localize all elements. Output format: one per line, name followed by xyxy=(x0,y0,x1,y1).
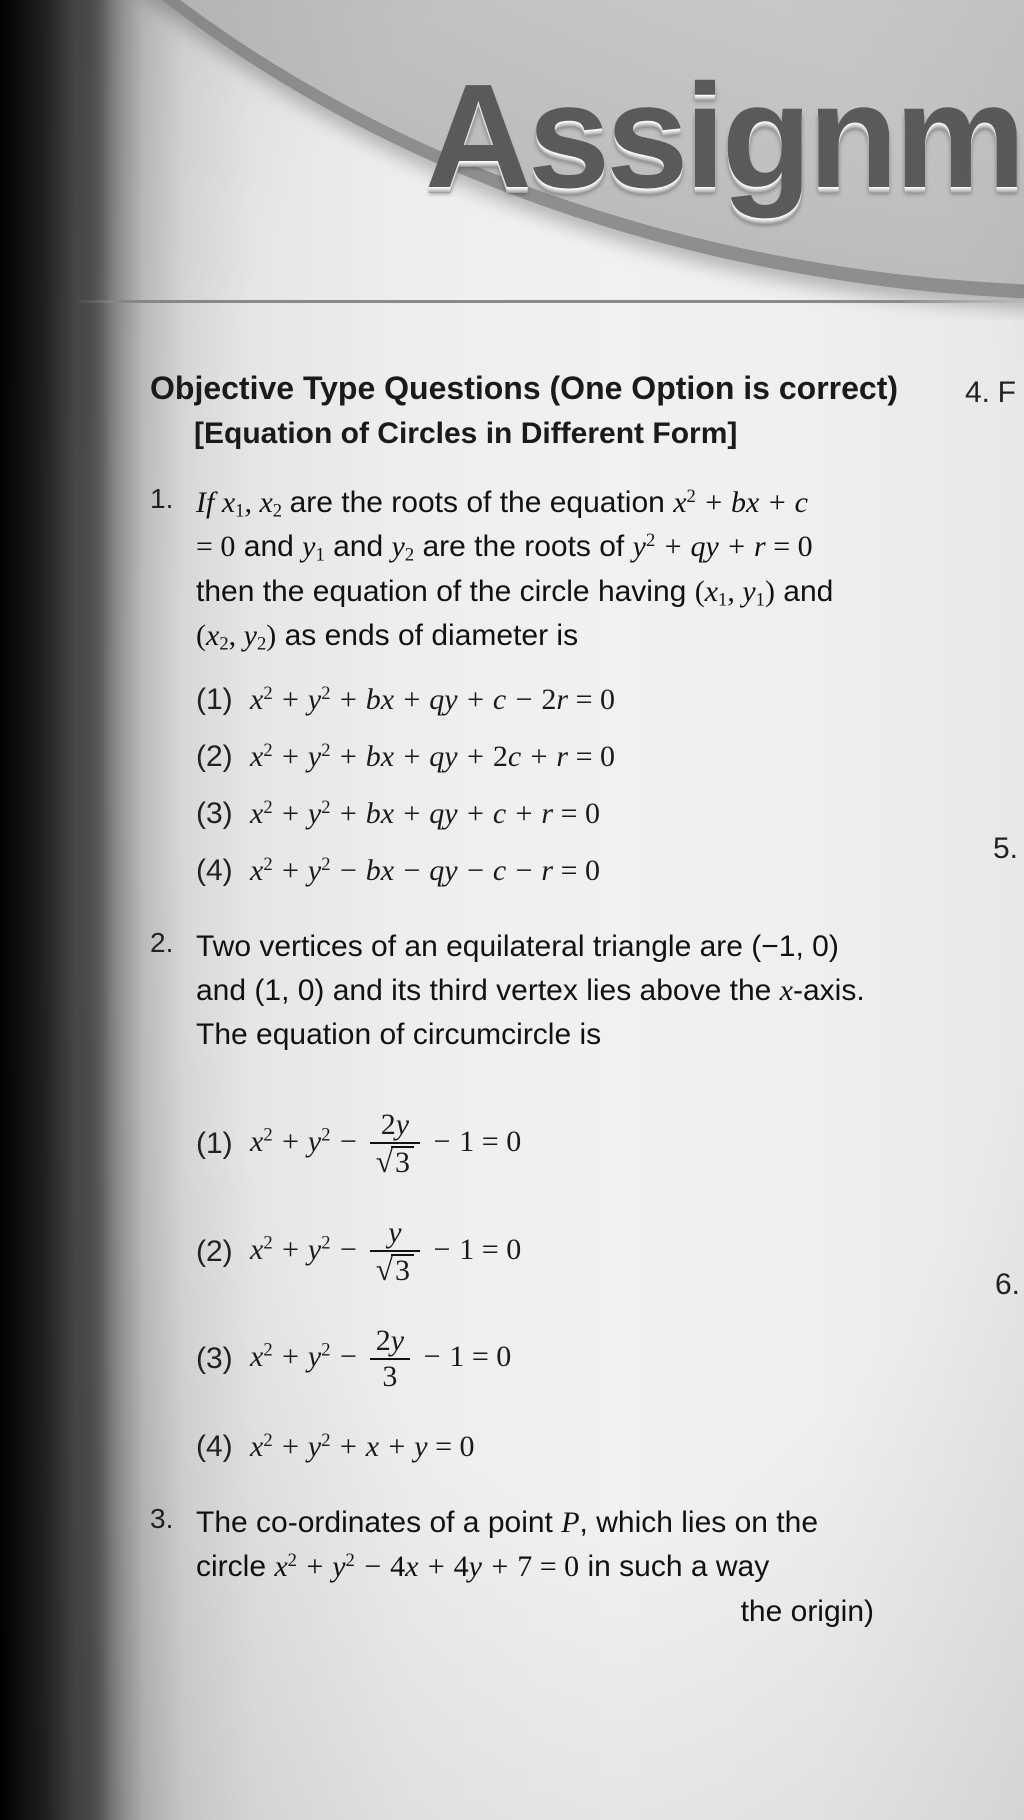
q1-opt3-label: (3) xyxy=(196,785,250,842)
question-3-P: P xyxy=(561,1506,579,1539)
q1-opt2-expr: x2 + y2 + bx + qy + 2c + r = 0 xyxy=(250,728,994,785)
section-heading: Objective Type Questions (One Option is … xyxy=(150,370,994,407)
q2-opt1-label: (1) xyxy=(196,1115,250,1172)
q2-opt2-label: (2) xyxy=(196,1223,250,1280)
question-2-options: (1) x2 + y2 − 2y √3 − 1 = 0 (2) x2 + y2 … xyxy=(196,1070,994,1475)
q1-option-1: (1) x2 + y2 + bx + qy + c − 2r = 0 xyxy=(196,671,994,728)
question-3-number: 3. xyxy=(150,1501,196,1634)
q2-opt3-expr: x2 + y2 − 2y 3 − 1 = 0 xyxy=(250,1326,994,1392)
q1-opt1-expr: x2 + y2 + bx + qy + c − 2r = 0 xyxy=(250,671,994,728)
q1-opt4-label: (4) xyxy=(196,842,250,899)
q2-option-4: (4) x2 + y2 + x + y = 0 xyxy=(196,1418,994,1475)
section-subheading: [Equation of Circles in Different Form] xyxy=(194,417,994,451)
q2-opt4-expr: x2 + y2 + x + y = 0 xyxy=(250,1418,994,1475)
question-3-line2b: in such a way xyxy=(587,1550,769,1583)
q1-option-3: (3) x2 + y2 + bx + qy + c + r = 0 xyxy=(196,785,994,842)
q2-opt2-den: 3 xyxy=(391,1254,414,1286)
question-1-line2c: and xyxy=(333,530,391,563)
question-1-options: (1) x2 + y2 + bx + qy + c − 2r = 0 (2) x… xyxy=(196,671,994,899)
question-1-number: 1. xyxy=(150,481,196,659)
question-1-line1b: are the roots of the equation xyxy=(290,486,674,519)
q2-option-3: (3) x2 + y2 − 2y 3 − 1 = 0 xyxy=(196,1326,994,1392)
question-3-body: The co-ordinates of a point P, which lie… xyxy=(196,1501,994,1634)
question-2-line2b: -axis. xyxy=(793,974,865,1007)
q2-option-1: (1) x2 + y2 − 2y √3 − 1 = 0 xyxy=(196,1110,994,1178)
side-number-4-suffix: F xyxy=(998,376,1016,410)
q2-opt2-expr: x2 + y2 − y √3 − 1 = 0 xyxy=(250,1218,994,1286)
question-1-y1: y1 xyxy=(302,530,325,563)
question-3-fragment: the origin) xyxy=(741,1590,994,1634)
page: Assignm is 4. F 5. 6. Objective Type Que… xyxy=(0,0,1024,1820)
question-2-number: 2. xyxy=(150,925,196,1058)
question-1-line2a: = 0 xyxy=(196,530,235,563)
q1-option-4: (4) x2 + y2 − bx − qy − c − r = 0 xyxy=(196,842,994,899)
q2-opt3-den: 3 xyxy=(370,1360,410,1392)
q2-opt1-expr: x2 + y2 − 2y √3 − 1 = 0 xyxy=(250,1110,994,1178)
question-1-line1: If x1, x2 xyxy=(196,486,290,519)
question-1-eq2: y2 + qy + r = 0 xyxy=(633,530,813,563)
question-2: 2. Two vertices of an equilateral triang… xyxy=(150,925,994,1058)
question-1-line3a: then the equation of the circle having xyxy=(196,575,695,608)
q2-option-2: (2) x2 + y2 − y √3 − 1 = 0 xyxy=(196,1218,994,1286)
q1-opt3-expr: x2 + y2 + bx + qy + c + r = 0 xyxy=(250,785,994,842)
question-1-line4: as ends of diameter is xyxy=(285,619,578,652)
question-2-body: Two vertices of an equilateral triangle … xyxy=(196,925,994,1058)
q1-opt1-label: (1) xyxy=(196,671,250,728)
question-1-body: If x1, x2 are the roots of the equation … xyxy=(196,481,994,659)
question-1-pt2: (x2, y2) xyxy=(196,619,276,652)
header-separator xyxy=(0,300,1024,303)
question-3-line1b: , which lies on the xyxy=(580,1506,818,1539)
q1-option-2: (2) x2 + y2 + bx + qy + 2c + r = 0 xyxy=(196,728,994,785)
question-1-eq1: x2 + bx + c xyxy=(673,486,808,519)
question-1-pt1: (x1, y1) xyxy=(695,575,775,608)
question-3-eq: x2 + y2 − 4x + 4y + 7 = 0 xyxy=(274,1550,579,1583)
question-2-line3: The equation of circumcircle is xyxy=(196,1018,601,1051)
question-2-line1: Two vertices of an equilateral triangle … xyxy=(196,930,839,963)
question-3-line2a: circle xyxy=(196,1550,274,1583)
side-number-5: 5. xyxy=(993,832,1018,866)
question-1-y2: y2 xyxy=(392,530,415,563)
question-3: 3. The co-ordinates of a point P, which … xyxy=(150,1501,994,1634)
q2-opt4-label: (4) xyxy=(196,1418,250,1475)
question-1-line2b: and xyxy=(244,530,302,563)
margin-tab: is xyxy=(0,360,60,414)
q1-opt4-expr: x2 + y2 − bx − qy − c − r = 0 xyxy=(250,842,994,899)
page-title: Assignm xyxy=(425,52,1022,222)
page-header: Assignm xyxy=(0,0,1024,320)
q2-opt3-label: (3) xyxy=(196,1330,250,1387)
q1-opt2-label: (2) xyxy=(196,728,250,785)
question-1-line2d: are the roots of xyxy=(422,530,632,563)
question-2-xaxis: x xyxy=(780,974,793,1007)
question-1-line3b: and xyxy=(783,575,833,608)
q2-opt1-den: 3 xyxy=(391,1146,414,1178)
question-3-line1a: The co-ordinates of a point xyxy=(196,1506,561,1539)
content-area: Objective Type Questions (One Option is … xyxy=(150,370,994,1634)
question-1: 1. If x1, x2 are the roots of the equati… xyxy=(150,481,994,659)
side-number-6: 6. xyxy=(995,1268,1020,1302)
question-2-line2a: and (1, 0) and its third vertex lies abo… xyxy=(196,974,780,1007)
